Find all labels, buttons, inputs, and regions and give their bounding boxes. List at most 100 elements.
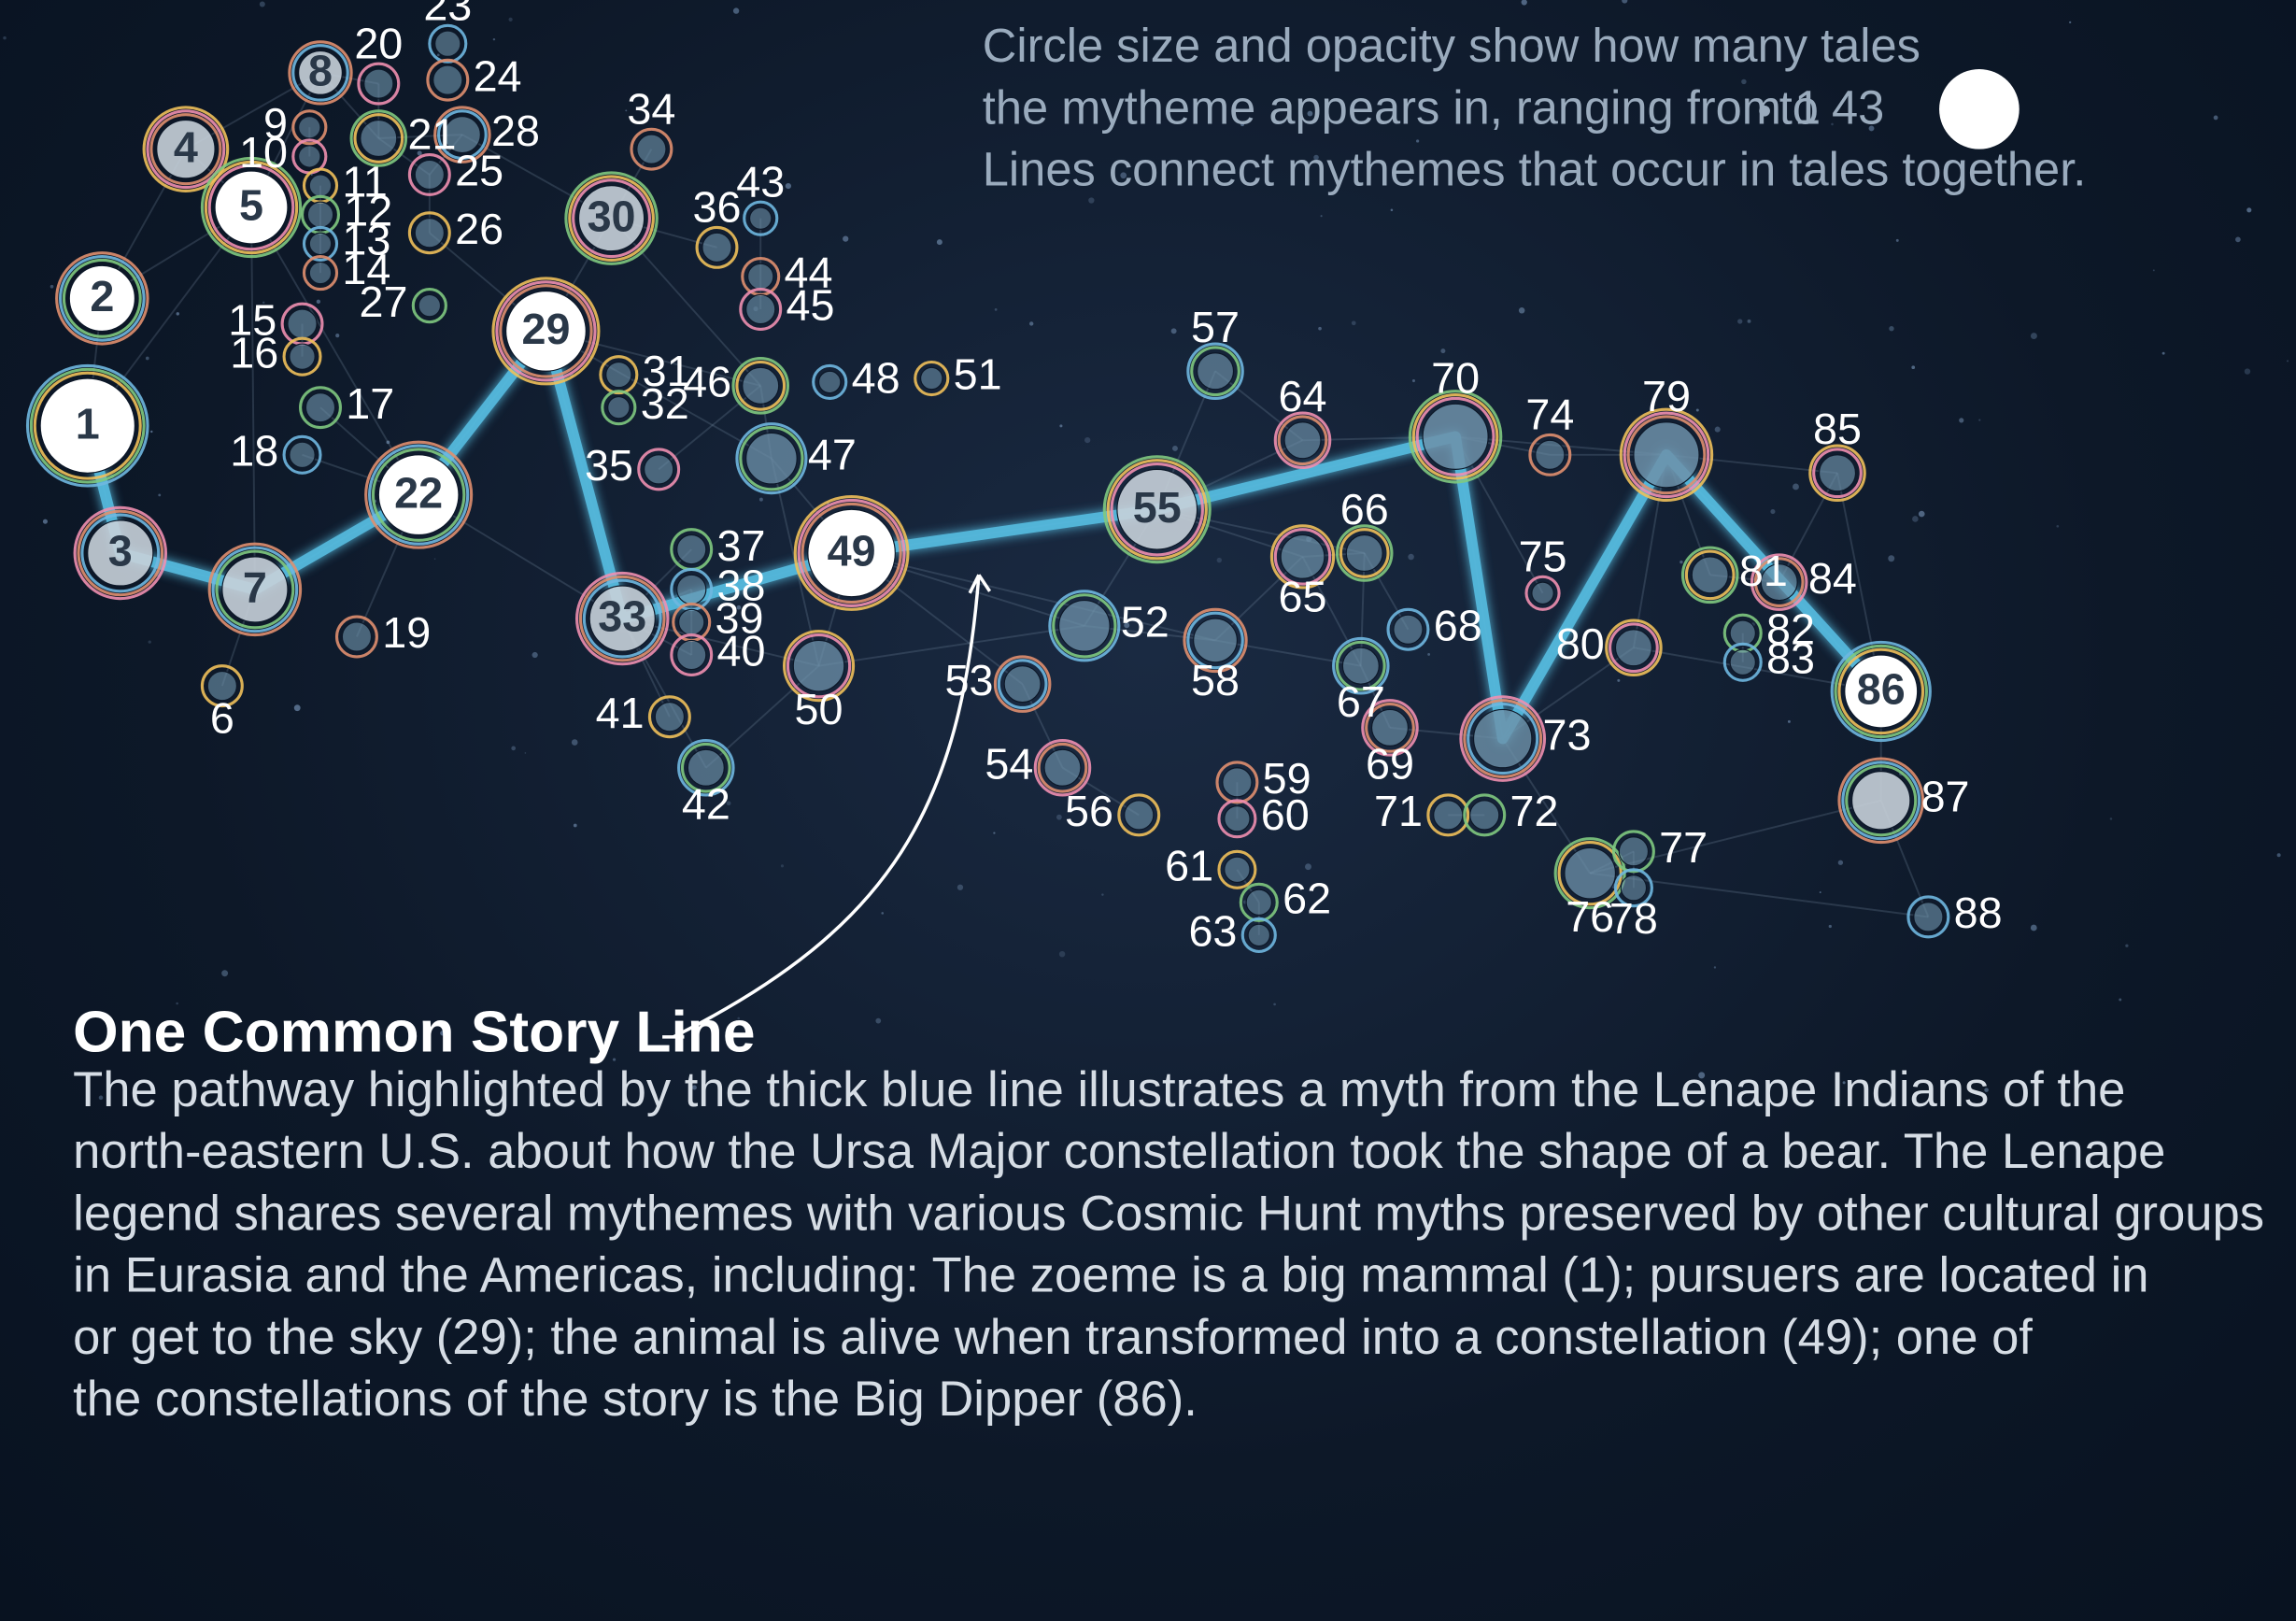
node-label-24: 24 (474, 51, 522, 100)
node-label-1: 1 (76, 399, 100, 448)
node-81 (1692, 557, 1728, 593)
node-label-62: 62 (1283, 874, 1331, 923)
node-38 (677, 575, 706, 604)
node-62 (1246, 889, 1271, 915)
node-label-71: 71 (1374, 787, 1423, 835)
node-54 (1044, 749, 1081, 786)
node-label-77: 77 (1659, 823, 1708, 872)
node-label-67: 67 (1337, 677, 1385, 726)
node-label-32: 32 (641, 379, 689, 428)
legend-line-1: Circle size and opacity show how many ta… (983, 19, 1920, 72)
node-label-76: 76 (1566, 892, 1614, 941)
node-label-83: 83 (1766, 633, 1815, 682)
node-label-5: 5 (239, 181, 263, 230)
legend-big-dot-icon (1939, 69, 2020, 149)
node-label-81: 81 (1739, 547, 1788, 595)
node-label-34: 34 (627, 84, 675, 133)
node-label-74: 74 (1525, 391, 1574, 439)
node-label-85: 85 (1813, 405, 1862, 453)
node-12 (307, 202, 333, 227)
node-label-56: 56 (1065, 787, 1113, 835)
svg-text:to 43: to 43 (1779, 80, 1885, 134)
node-label-68: 68 (1434, 601, 1482, 649)
node-label-30: 30 (588, 192, 636, 240)
node-34 (637, 135, 666, 164)
node-label-18: 18 (230, 426, 278, 475)
legend: Circle size and opacity show how many ta… (983, 19, 2087, 195)
node-71 (1434, 801, 1463, 830)
node-9 (299, 117, 320, 138)
node-31 (606, 363, 631, 388)
legend-line-3: Lines connect mythemes that occur in tal… (983, 143, 2087, 196)
node-10 (299, 146, 320, 167)
node-13 (309, 233, 331, 254)
node-label-40: 40 (717, 627, 766, 675)
node-label-7: 7 (243, 563, 267, 612)
node-36 (702, 233, 731, 262)
node-label-52: 52 (1121, 598, 1169, 647)
caption: One Common Story LineThe pathway highlig… (73, 1001, 2264, 1427)
node-label-50: 50 (795, 685, 843, 733)
node-72 (1470, 801, 1499, 830)
caption-body-line: or get to the sky (29); the animal is al… (73, 1310, 2033, 1365)
node-53 (1004, 666, 1041, 703)
node-46 (743, 367, 779, 404)
node-label-29: 29 (521, 305, 570, 353)
node-51 (921, 367, 942, 389)
node-15 (288, 309, 317, 338)
node-88 (1914, 903, 1943, 931)
node-label-33: 33 (598, 592, 646, 641)
node-label-58: 58 (1191, 656, 1240, 704)
node-20 (364, 69, 393, 98)
node-label-19: 19 (382, 608, 431, 657)
node-label-22: 22 (394, 468, 443, 517)
node-45 (746, 294, 775, 323)
node-23 (435, 31, 461, 56)
node-label-78: 78 (1609, 894, 1658, 943)
node-label-10: 10 (239, 128, 288, 177)
node-label-17: 17 (346, 379, 394, 428)
node-label-20: 20 (354, 19, 403, 67)
node-14 (309, 262, 331, 283)
node-50 (793, 640, 844, 691)
node-label-54: 54 (985, 739, 1033, 788)
node-label-23: 23 (423, 0, 472, 29)
node-label-47: 47 (808, 430, 857, 478)
node-76 (1565, 847, 1616, 899)
node-75 (1532, 582, 1553, 604)
node-56 (1125, 801, 1154, 830)
node-label-57: 57 (1191, 303, 1240, 351)
node-label-80: 80 (1556, 619, 1605, 668)
node-label-16: 16 (230, 328, 278, 377)
node-label-87: 87 (1921, 772, 1970, 820)
node-label-84: 84 (1808, 554, 1857, 603)
node-label-65: 65 (1279, 572, 1327, 620)
caption-body-line: The pathway highlighted by the thick blu… (73, 1062, 2125, 1117)
node-label-35: 35 (585, 441, 633, 490)
node-label-72: 72 (1510, 787, 1559, 835)
node-37 (677, 534, 706, 563)
node-24 (433, 65, 462, 94)
node-68 (1394, 615, 1423, 644)
node-66 (1346, 534, 1382, 571)
node-label-43: 43 (736, 157, 785, 206)
node-60 (1225, 806, 1250, 832)
node-label-86: 86 (1857, 665, 1906, 714)
caption-title: One Common Story Line (73, 1001, 755, 1065)
node-63 (1248, 924, 1269, 946)
caption-body-line: north-eastern U.S. about how the Ursa Ma… (73, 1124, 2165, 1179)
node-57 (1198, 353, 1234, 390)
node-label-79: 79 (1642, 372, 1691, 420)
node-label-66: 66 (1340, 485, 1389, 533)
node-label-73: 73 (1543, 710, 1592, 759)
node-19 (342, 622, 371, 651)
legend-line-2: the mytheme appears in, ranging from 1 (983, 80, 1821, 134)
caption-body-line: legend shares several mythemes with vari… (73, 1186, 2264, 1241)
node-59 (1223, 768, 1252, 797)
node-35 (645, 455, 673, 484)
node-17 (305, 393, 334, 422)
node-label-42: 42 (682, 779, 730, 828)
node-74 (1536, 440, 1565, 469)
node-label-21: 21 (407, 110, 456, 159)
node-87 (1852, 772, 1910, 830)
